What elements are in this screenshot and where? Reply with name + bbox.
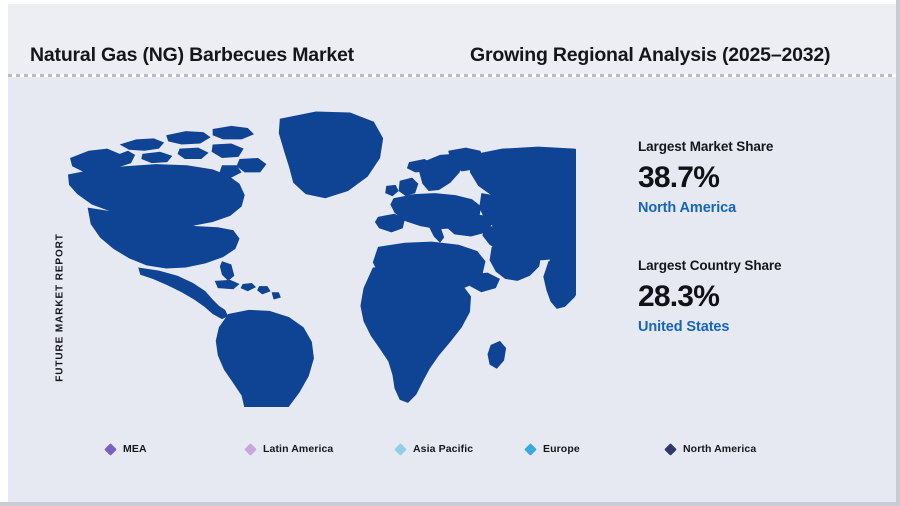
page-title: Natural Gas (NG) Barbecues Market: [30, 44, 354, 66]
stat-label: Largest Market Share: [638, 139, 774, 154]
header-bar: Natural Gas (NG) Barbecues Market Growin…: [8, 4, 896, 74]
stat-region: United States: [638, 319, 730, 335]
header-divider: [8, 74, 896, 77]
legend-item-mea[interactable]: MEA: [104, 442, 147, 456]
legend-diamond-icon: [664, 442, 677, 456]
legend-item-asia-pacific[interactable]: Asia Pacific: [394, 442, 474, 456]
stats-panel: Largest Market Share 38.7% North America…: [638, 139, 888, 377]
stat-value: 28.3%: [638, 280, 720, 313]
legend-label: Latin America: [263, 443, 334, 455]
legend-label: Europe: [543, 443, 580, 455]
legend-label: MEA: [123, 443, 147, 455]
legend-label: North America: [683, 443, 757, 455]
legend-label: Asia Pacific: [413, 443, 474, 455]
legend-item-north-america[interactable]: North America: [664, 442, 757, 456]
world-map: [56, 97, 576, 407]
legend-diamond-icon: [524, 442, 537, 456]
stat-largest-country-share: Largest Country Share 28.3% United State…: [638, 258, 888, 335]
map-landmasses: [68, 111, 576, 407]
stat-largest-market-share: Largest Market Share 38.7% North America: [638, 139, 888, 216]
stat-value: 38.7%: [638, 161, 720, 194]
map-legend: MEA Latin America Asia Pacific Europe No…: [18, 442, 888, 473]
legend-diamond-icon: [394, 442, 407, 456]
stat-region: North America: [638, 200, 737, 216]
header-subtitle: Growing Regional Analysis (2025–2032): [470, 44, 831, 66]
legend-item-latin-america[interactable]: Latin America: [244, 442, 334, 456]
world-map-svg: [68, 111, 576, 407]
main-canvas: FUTURE MARKET REPORT: [8, 77, 896, 502]
stat-label: Largest Country Share: [638, 258, 782, 273]
legend-item-europe[interactable]: Europe: [524, 442, 580, 456]
legend-diamond-icon: [244, 442, 257, 456]
legend-diamond-icon: [104, 442, 117, 456]
